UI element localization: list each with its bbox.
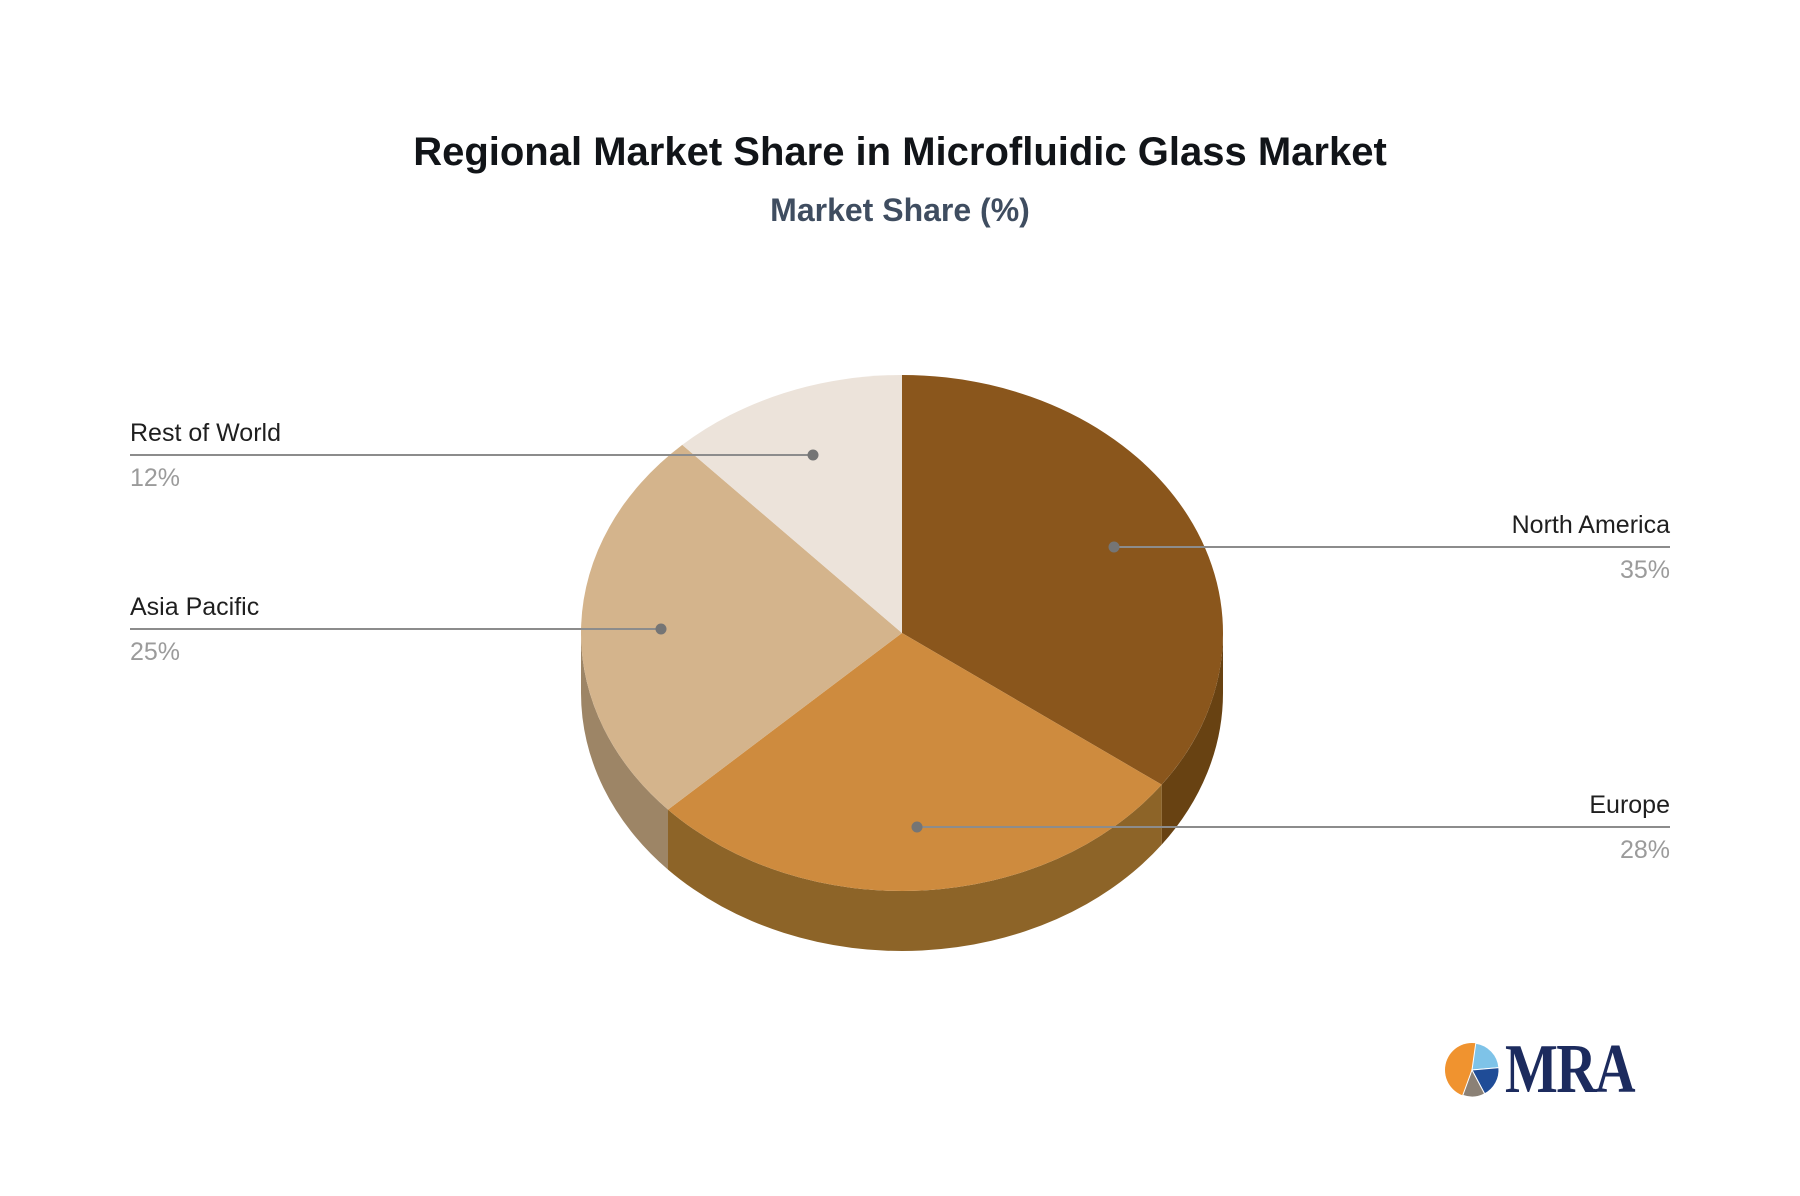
- slice-label-block-north-america: North America 35%: [1512, 510, 1670, 585]
- slice-label-block-europe: Europe 28%: [1589, 790, 1670, 865]
- slice-label-europe: Europe: [1589, 791, 1670, 819]
- slice-label-rest-of-world: Rest of World: [130, 419, 281, 447]
- chart-subtitle: Market Share (%): [770, 192, 1030, 228]
- pie-side-asia-pacific: [581, 633, 669, 870]
- slice-label-block-asia-pacific: Asia Pacific 25%: [130, 592, 259, 667]
- slice-label-asia-pacific: Asia Pacific: [130, 593, 260, 621]
- logo-pie-icon: [1445, 1042, 1500, 1098]
- logo-lightblue-wedge: [1471, 1042, 1500, 1071]
- slice-label-block-rest-of-world: Rest of World 12%: [130, 418, 281, 493]
- pie-side-north-america: [1161, 633, 1223, 845]
- slice-value-rest-of-world: 12%: [130, 464, 181, 492]
- leader-dot-asia-pacific: [655, 623, 667, 635]
- slice-value-asia-pacific: 25%: [130, 638, 181, 666]
- mra-logo: MRA: [1444, 1031, 1666, 1108]
- page-title: Regional Market Share in Microfluidic Gl…: [413, 130, 1387, 174]
- leader-dot-rest-of-world: [807, 449, 819, 461]
- pie-slice-rest-of-world[interactable]: [682, 375, 902, 633]
- slice-value-north-america: 35%: [1619, 556, 1670, 584]
- logo-grey-wedge: [1462, 1068, 1486, 1098]
- slice-label-north-america: North America: [1511, 511, 1670, 539]
- pie-slice-north-america[interactable]: [902, 375, 1223, 785]
- leader-dot-europe: [911, 821, 923, 833]
- leader-dot-north-america: [1108, 541, 1120, 553]
- pie-slice-asia-pacific[interactable]: [581, 444, 902, 810]
- logo-text: MRA: [1505, 1031, 1636, 1108]
- slice-value-europe: 28%: [1619, 836, 1670, 864]
- pie-side-europe: [668, 784, 1162, 951]
